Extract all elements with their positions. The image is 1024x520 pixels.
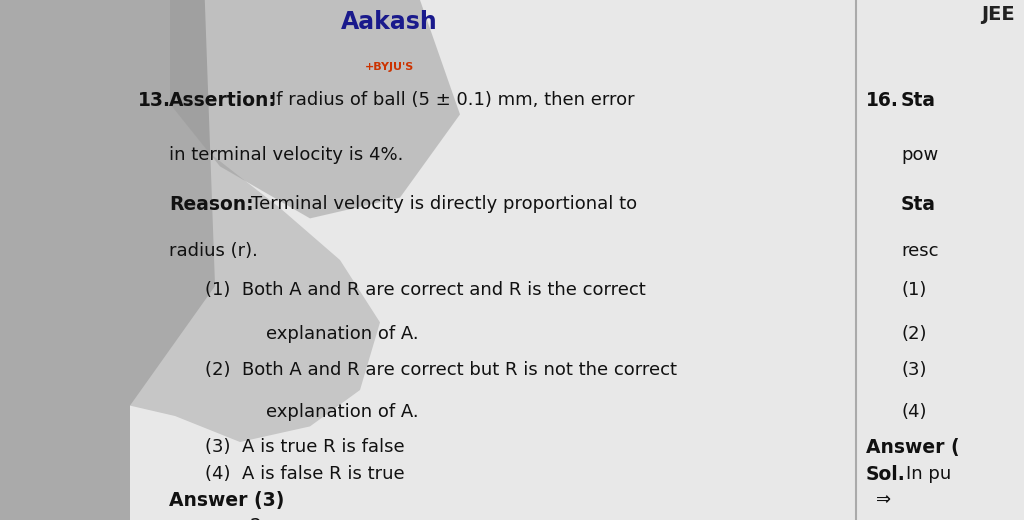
Text: Assertion:: Assertion: [169,91,276,110]
Text: 16.: 16. [866,91,899,110]
Text: In pu: In pu [906,465,951,484]
Text: (4): (4) [901,403,927,421]
Polygon shape [130,114,380,442]
Text: in terminal velocity is 4%.: in terminal velocity is 4%. [169,146,403,164]
Text: Terminal velocity is directly proportional to: Terminal velocity is directly proportion… [251,195,637,213]
Text: Reason:: Reason: [169,195,254,214]
Text: (2)  Both A and R are correct but R is not the correct: (2) Both A and R are correct but R is no… [205,361,677,380]
Text: Sol.: Sol. [866,465,906,485]
Text: $V_T = \dfrac{2}{9_n}|\sigma - \rho|r^2g \Rightarrow V_T \propto r^2$: $V_T = \dfrac{2}{9_n}|\sigma - \rho|r^2g… [200,517,439,520]
Text: (4)  A is false R is true: (4) A is false R is true [205,465,404,484]
Text: (1): (1) [901,281,927,299]
Polygon shape [0,0,215,520]
Text: (3)  A is true R is false: (3) A is true R is false [205,438,404,456]
Polygon shape [170,0,460,218]
Text: Sta: Sta [901,195,936,214]
Text: (1)  Both A and R are correct and R is the correct: (1) Both A and R are correct and R is th… [205,281,645,299]
Text: Sta: Sta [901,91,936,110]
Text: explanation of A.: explanation of A. [266,325,419,343]
Text: Answer (: Answer ( [866,438,959,457]
Text: 13.: 13. [138,91,171,110]
Text: Answer (3): Answer (3) [169,491,285,511]
Text: ⇒: ⇒ [877,491,891,510]
Text: (3): (3) [901,361,927,380]
Text: (2): (2) [901,325,927,343]
Text: Aakash: Aakash [341,10,437,34]
Text: pow: pow [901,146,938,164]
Text: explanation of A.: explanation of A. [266,403,419,421]
Text: JEE: JEE [982,5,1015,24]
Text: +BYJU'S: +BYJU'S [365,62,414,72]
Text: radius (r).: radius (r). [169,242,258,260]
Text: resc: resc [901,242,939,260]
Text: If radius of ball (5 ± 0.1) mm, then error: If radius of ball (5 ± 0.1) mm, then err… [271,91,635,109]
